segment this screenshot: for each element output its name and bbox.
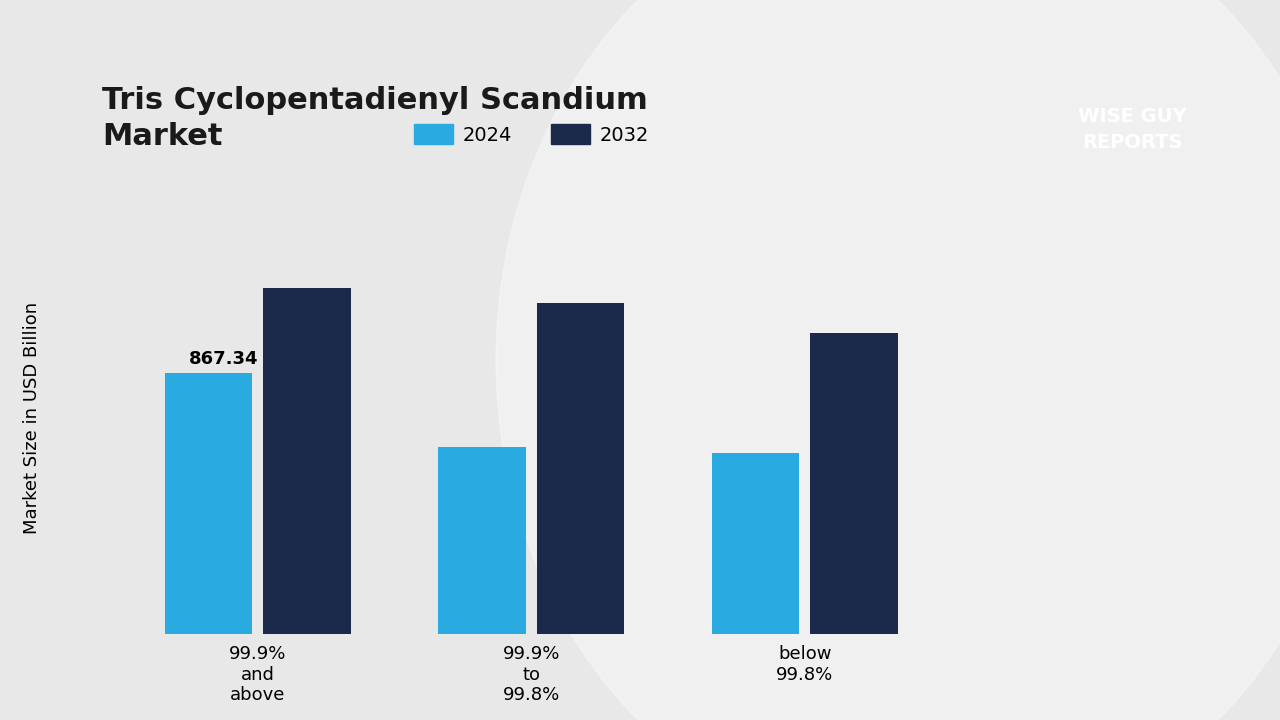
Text: WISE GUY
REPORTS: WISE GUY REPORTS bbox=[1079, 107, 1187, 153]
Text: Market Size in USD Billion: Market Size in USD Billion bbox=[23, 302, 41, 534]
Bar bbox=[264, 288, 351, 634]
Bar bbox=[165, 373, 252, 634]
Bar bbox=[438, 447, 526, 634]
Text: 867.34: 867.34 bbox=[189, 351, 259, 369]
Legend: 2024, 2032: 2024, 2032 bbox=[406, 117, 657, 153]
Bar bbox=[810, 333, 897, 634]
Bar bbox=[536, 303, 625, 634]
Bar bbox=[712, 454, 799, 634]
Circle shape bbox=[497, 0, 1280, 720]
Text: Tris Cyclopentadienyl Scandium
Market: Tris Cyclopentadienyl Scandium Market bbox=[102, 86, 648, 151]
